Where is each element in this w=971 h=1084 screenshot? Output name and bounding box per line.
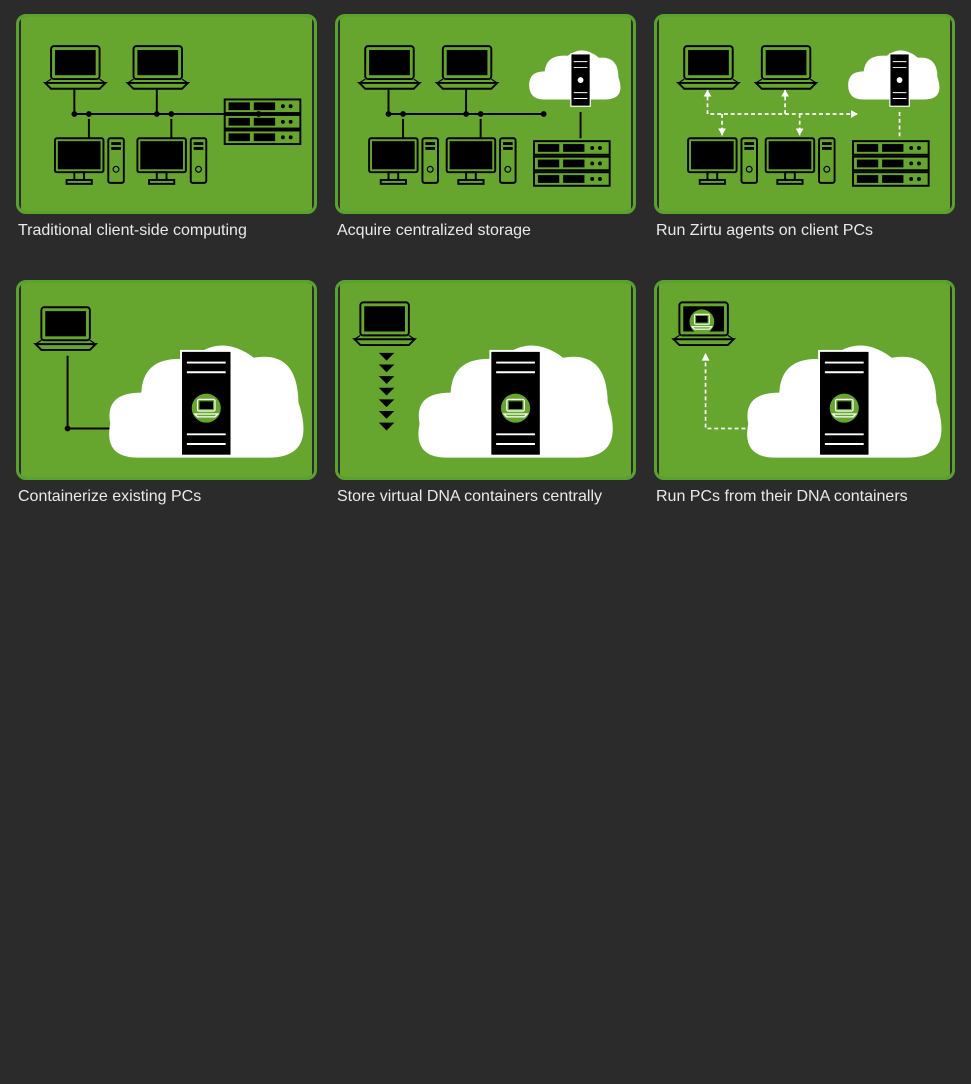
server-stack-icon: [225, 99, 301, 144]
panel-run-agents: [654, 14, 955, 214]
cell-6: Run PCs from their DNA containers: [654, 280, 955, 536]
caption-5: Store virtual DNA containers centrally: [335, 488, 636, 506]
cell-2: Acquire centralized storage: [335, 14, 636, 270]
panel-traditional: [16, 14, 317, 214]
caption-2: Acquire centralized storage: [335, 222, 636, 240]
mini-laptop-icon: [830, 393, 859, 422]
mini-laptop-icon: [690, 309, 715, 334]
mini-laptop-icon: [501, 393, 530, 422]
caption-3: Run Zirtu agents on client PCs: [654, 222, 955, 240]
infographic-grid: Traditional client-side computing Ac: [16, 14, 955, 535]
panel-run-from-container: [654, 280, 955, 480]
caption-6: Run PCs from their DNA containers: [654, 488, 955, 506]
panel-acquire-storage: [335, 14, 636, 214]
cell-1: Traditional client-side computing: [16, 14, 317, 270]
server-stack-icon: [853, 141, 929, 186]
server-stack-icon: [534, 141, 610, 186]
caption-1: Traditional client-side computing: [16, 222, 317, 240]
panel-containerize: [16, 280, 317, 480]
cell-5: Store virtual DNA containers centrally: [335, 280, 636, 536]
panel-store-central: [335, 280, 636, 480]
cell-4: Containerize existing PCs: [16, 280, 317, 536]
cell-3: Run Zirtu agents on client PCs: [654, 14, 955, 270]
mini-laptop-icon: [192, 393, 221, 422]
server-icon: [571, 54, 590, 106]
server-icon: [890, 54, 909, 106]
caption-4: Containerize existing PCs: [16, 488, 317, 506]
